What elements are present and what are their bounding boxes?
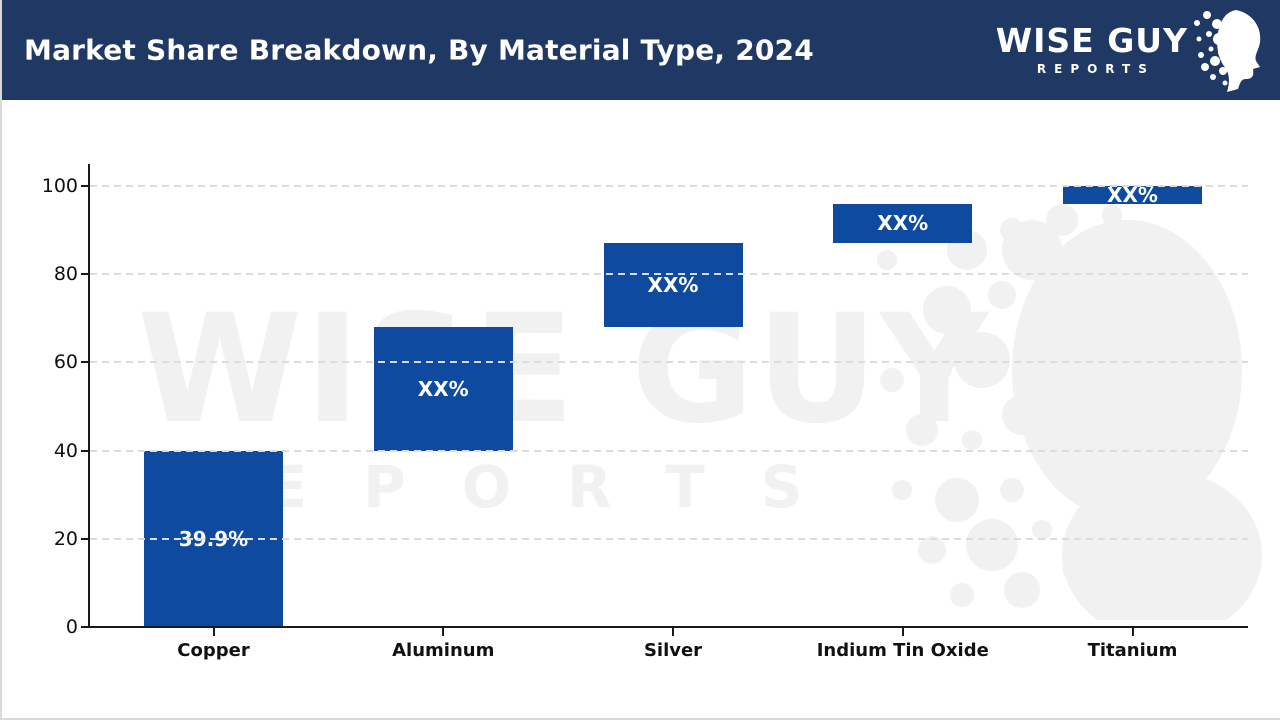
y-tick [81, 626, 89, 628]
watermark-line1: WISE GUY [137, 283, 991, 457]
logo-text: WISE GUY REPORTS [996, 24, 1188, 76]
chart-title: Market Share Breakdown, By Material Type… [24, 33, 814, 67]
gridline [90, 185, 1248, 187]
x-tick [212, 628, 215, 636]
header-band: Market Share Breakdown, By Material Type… [2, 0, 1280, 100]
gridline [90, 537, 1248, 540]
gridline [90, 449, 1248, 452]
x-axis-line [88, 626, 1248, 628]
x-tick [442, 628, 445, 636]
x-tick [672, 628, 674, 636]
x-axis-label: Copper [177, 640, 250, 661]
plot-region: WISE GUY REPORTS 39.9% Copper XX% Aluminum X… [2, 100, 1280, 718]
gridline [90, 361, 1248, 364]
gridline [90, 273, 1248, 276]
x-axis-label: Titanium [1087, 640, 1178, 661]
bar-indium-tin-oxide: XX% [833, 203, 973, 244]
bar-value-label: XX% [877, 211, 929, 236]
y-tick [81, 273, 89, 276]
bar-aluminum: XX% [373, 327, 513, 452]
bar-silver: XX% [603, 243, 743, 328]
y-axis-line [88, 164, 90, 628]
bar-value-label: XX% [647, 273, 699, 298]
x-axis-label: Indium Tin Oxide [816, 640, 989, 661]
x-axis-label: Silver [643, 640, 703, 661]
y-axis-label: 80 [53, 263, 78, 286]
y-axis-label: 0 [65, 616, 78, 638]
logo-subtext: REPORTS [1036, 61, 1155, 76]
y-tick [81, 361, 89, 364]
bar-value-label: XX% [417, 377, 469, 402]
logo-wordmark: WISE GUY [995, 21, 1188, 61]
y-tick [81, 449, 89, 452]
x-tick [901, 628, 904, 636]
y-axis-label: 100 [41, 175, 78, 197]
watermark-face-icon [877, 204, 1262, 620]
y-tick [81, 185, 89, 187]
bar-titanium: XX% [1063, 183, 1202, 207]
y-tick [81, 537, 89, 540]
wiseguy-logo: WISE GUY REPORTS [996, 8, 1268, 92]
y-axis-label: 20 [53, 527, 78, 550]
x-axis-label: Aluminum [392, 640, 495, 661]
y-axis-label: 60 [53, 351, 78, 374]
logo-face-icon [1194, 10, 1261, 92]
y-axis-label: 40 [53, 439, 78, 462]
x-tick [1131, 628, 1134, 636]
